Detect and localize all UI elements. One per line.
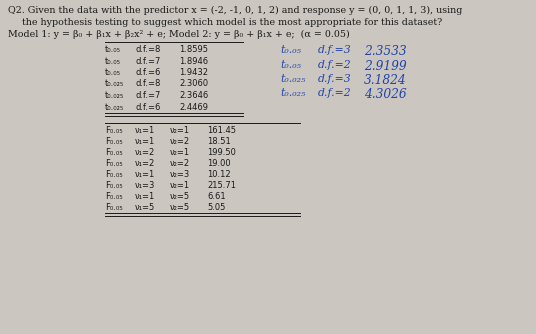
Text: 1.8946: 1.8946	[179, 56, 208, 65]
Text: d.f.=3: d.f.=3	[318, 74, 352, 84]
Text: ν₁=2: ν₁=2	[135, 159, 155, 168]
Text: ν₁=1: ν₁=1	[135, 137, 155, 146]
Text: d.f.=7: d.f.=7	[135, 56, 160, 65]
Text: t₀.₀₂₅: t₀.₀₂₅	[105, 79, 124, 89]
Text: 3.1824: 3.1824	[364, 74, 407, 87]
Text: ν₂=1: ν₂=1	[170, 126, 190, 135]
Text: ν₁=5: ν₁=5	[135, 203, 155, 212]
Text: d.f.=8: d.f.=8	[135, 79, 160, 89]
Text: F₀.₀₅: F₀.₀₅	[105, 192, 123, 201]
Text: ν₂=1: ν₂=1	[170, 148, 190, 157]
Text: d.f.=6: d.f.=6	[135, 68, 160, 77]
Text: d.f.=7: d.f.=7	[135, 91, 160, 100]
Text: 215.71: 215.71	[207, 181, 236, 190]
Text: F₀.₀₅: F₀.₀₅	[105, 203, 123, 212]
Text: ν₂=1: ν₂=1	[170, 181, 190, 190]
Text: F₀.₀₅: F₀.₀₅	[105, 170, 123, 179]
Text: Model 1: y = β₀ + β₁x + β₂x² + e; Model 2: y = β₀ + β₁x + e;  (α = 0.05): Model 1: y = β₀ + β₁x + β₂x² + e; Model …	[8, 30, 350, 39]
Text: t₀.₀₅: t₀.₀₅	[105, 45, 121, 54]
Text: t₀.₀₅: t₀.₀₅	[280, 59, 301, 69]
Text: F₀.₀₅: F₀.₀₅	[105, 159, 123, 168]
Text: F₀.₀₅: F₀.₀₅	[105, 148, 123, 157]
Text: 2.3646: 2.3646	[179, 91, 209, 100]
Text: ν₁=1: ν₁=1	[135, 126, 155, 135]
Text: t₀.₀₅: t₀.₀₅	[105, 68, 121, 77]
Text: ν₂=5: ν₂=5	[170, 192, 190, 201]
Text: 2.9199: 2.9199	[364, 59, 407, 72]
Text: d.f.=2: d.f.=2	[318, 89, 352, 99]
Text: 10.12: 10.12	[207, 170, 230, 179]
Text: 199.50: 199.50	[207, 148, 236, 157]
Text: Q2. Given the data with the predictor x = (-2, -1, 0, 1, 2) and response y = (0,: Q2. Given the data with the predictor x …	[8, 6, 463, 15]
Text: ν₂=3: ν₂=3	[170, 170, 190, 179]
Text: F₀.₀₅: F₀.₀₅	[105, 181, 123, 190]
Text: 5.05: 5.05	[207, 203, 225, 212]
Text: 2.3060: 2.3060	[179, 79, 208, 89]
Text: 4.3026: 4.3026	[364, 89, 407, 102]
Text: 161.45: 161.45	[207, 126, 236, 135]
Text: t₀.₀₅: t₀.₀₅	[280, 45, 301, 55]
Text: t₀.₀₂₅: t₀.₀₂₅	[280, 89, 306, 99]
Text: 18.51: 18.51	[207, 137, 231, 146]
Text: 2.3533: 2.3533	[364, 45, 407, 58]
Text: d.f.=8: d.f.=8	[135, 45, 160, 54]
Text: ν₁=1: ν₁=1	[135, 170, 155, 179]
Text: ν₂=2: ν₂=2	[170, 137, 190, 146]
Text: ν₁=1: ν₁=1	[135, 192, 155, 201]
Text: 1.8595: 1.8595	[179, 45, 208, 54]
Text: d.f.=2: d.f.=2	[318, 59, 352, 69]
Text: ν₁=2: ν₁=2	[135, 148, 155, 157]
Text: 19.00: 19.00	[207, 159, 230, 168]
Text: ν₂=5: ν₂=5	[170, 203, 190, 212]
Text: t₀.₀₂₅: t₀.₀₂₅	[105, 103, 124, 112]
Text: d.f.=6: d.f.=6	[135, 103, 160, 112]
Text: d.f.=3: d.f.=3	[318, 45, 352, 55]
Text: t₀.₀₅: t₀.₀₅	[105, 56, 121, 65]
Text: t₀.₀₂₅: t₀.₀₂₅	[280, 74, 306, 84]
Text: ν₁=3: ν₁=3	[135, 181, 155, 190]
Text: the hypothesis testing to suggest which model is the most appropriate for this d: the hypothesis testing to suggest which …	[22, 18, 442, 27]
Text: 1.9432: 1.9432	[179, 68, 208, 77]
Text: 2.4469: 2.4469	[179, 103, 208, 112]
Text: t₀.₀₂₅: t₀.₀₂₅	[105, 91, 124, 100]
Text: ν₂=2: ν₂=2	[170, 159, 190, 168]
Text: F₀.₀₅: F₀.₀₅	[105, 137, 123, 146]
Text: 6.61: 6.61	[207, 192, 226, 201]
Text: F₀.₀₅: F₀.₀₅	[105, 126, 123, 135]
